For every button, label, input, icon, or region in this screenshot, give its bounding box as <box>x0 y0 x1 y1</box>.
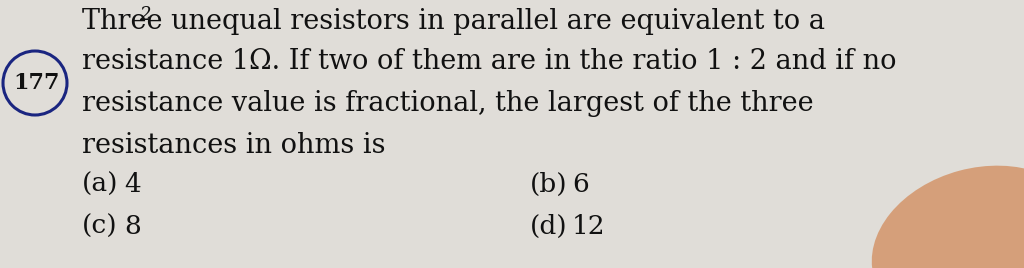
Text: 2: 2 <box>139 6 151 24</box>
Text: 12: 12 <box>572 214 605 239</box>
Text: (d): (d) <box>530 214 567 239</box>
Text: 6: 6 <box>572 172 589 197</box>
Text: (a): (a) <box>82 172 119 197</box>
Text: 177: 177 <box>13 72 60 94</box>
Text: Three unequal resistors in parallel are equivalent to a: Three unequal resistors in parallel are … <box>82 8 825 35</box>
Text: resistances in ohms is: resistances in ohms is <box>82 132 385 159</box>
Ellipse shape <box>871 166 1024 268</box>
Text: (c): (c) <box>82 214 118 239</box>
Text: (b): (b) <box>530 172 567 197</box>
Text: 8: 8 <box>124 214 140 239</box>
Text: 4: 4 <box>124 172 140 197</box>
Text: resistance 1Ω. If two of them are in the ratio 1 : 2 and if no: resistance 1Ω. If two of them are in the… <box>82 48 896 75</box>
Text: resistance value is fractional, the largest of the three: resistance value is fractional, the larg… <box>82 90 814 117</box>
